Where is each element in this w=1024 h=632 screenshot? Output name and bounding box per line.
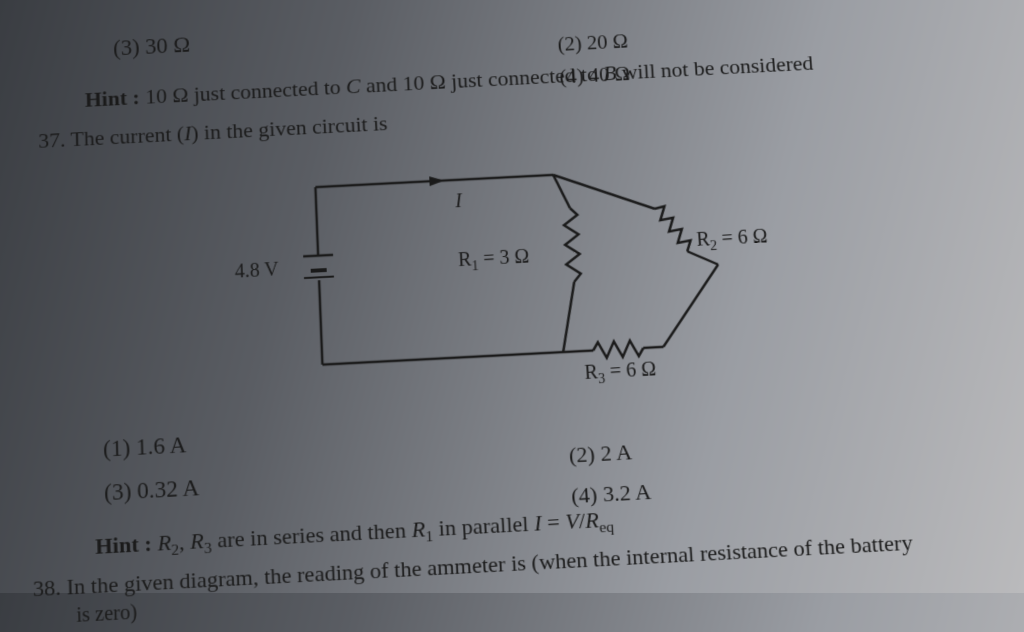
svg-text:4.8 V: 4.8 V [234, 258, 279, 282]
svg-text:R3 = 6 Ω: R3 = 6 Ω [584, 358, 657, 387]
q37-option-4: (4) 3.2 A [571, 479, 652, 510]
q36-option-3: (3) 30 Ω [113, 32, 191, 61]
q36-option-2: (2) 20 Ω [557, 29, 629, 56]
q36-hint: Hint : 10 Ω just connected to C and 10 Ω… [85, 50, 814, 112]
q37-option-3: (3) 0.32 A [104, 475, 200, 506]
q37-option-1: (1) 1.6 A [103, 432, 187, 463]
q37-question: 37. The current (I) in the given circuit… [38, 111, 388, 154]
q38-continuation: is zero) [76, 601, 137, 628]
svg-text:I: I [454, 190, 464, 212]
svg-text:R1 = 3 Ω: R1 = 3 Ω [458, 245, 530, 274]
circuit-diagram: 4.8 V I R1 = 3 Ω R2 = 6 Ω R3 = 6 Ω [275, 144, 786, 406]
svg-text:R2 = 6 Ω: R2 = 6 Ω [696, 225, 769, 253]
q37-option-2: (2) 2 A [568, 439, 632, 469]
